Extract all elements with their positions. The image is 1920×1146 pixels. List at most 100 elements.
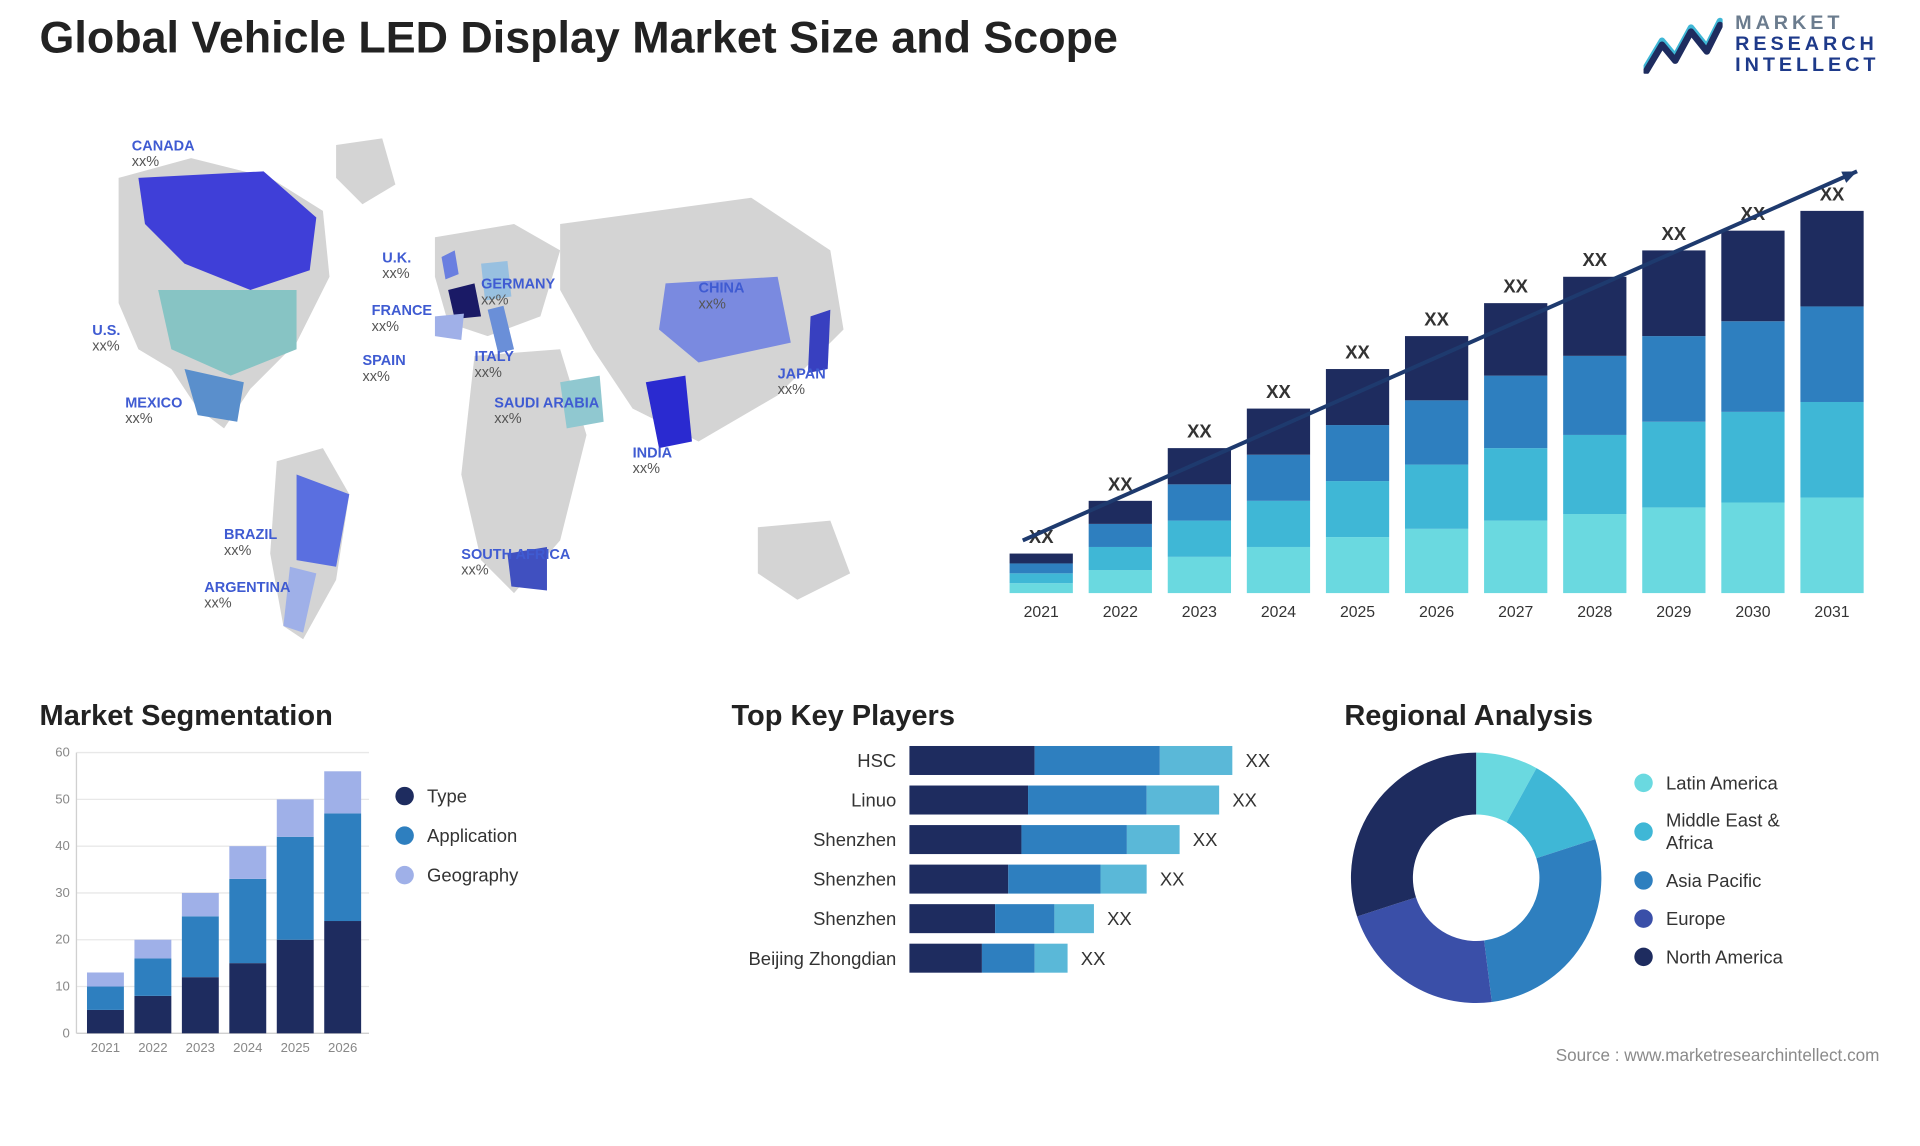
svg-text:XX: XX (1582, 249, 1607, 270)
svg-text:2029: 2029 (1656, 604, 1691, 621)
player-name: Shenzhen (731, 908, 909, 929)
svg-text:2028: 2028 (1577, 604, 1612, 621)
legend-swatch-icon (1634, 910, 1652, 928)
svg-text:2026: 2026 (1419, 604, 1454, 621)
top-players-title: Top Key Players (731, 699, 1298, 733)
player-bar-segment (1127, 825, 1180, 854)
player-bar (909, 786, 1219, 815)
player-row: Shenzhen XX (731, 825, 1298, 854)
page-title: Global Vehicle LED Display Market Size a… (40, 13, 1118, 64)
map-label-canada: CANADAxx% (132, 138, 195, 170)
svg-text:2030: 2030 (1735, 604, 1770, 621)
players-list: HSCXXLinuoXXShenzhenXXShenzhenXXShenzhen… (731, 746, 1298, 973)
player-bar-segment (1028, 786, 1147, 815)
player-row: HSCXX (731, 746, 1298, 775)
source-text: Source : www.marketresearchintellect.com (1556, 1045, 1880, 1065)
segmentation-title: Market Segmentation (40, 699, 673, 733)
player-value: XX (1232, 789, 1257, 810)
svg-text:40: 40 (55, 838, 70, 853)
map-label-germany: GERMANYxx% (481, 277, 555, 309)
segmentation-legend: TypeApplicationGeography (395, 786, 518, 905)
player-bar (909, 825, 1179, 854)
svg-text:XX: XX (1345, 341, 1370, 362)
logo-line-1: MARKET (1735, 13, 1879, 34)
logo-line-2: RESEARCH (1735, 34, 1879, 55)
svg-text:2024: 2024 (1261, 604, 1296, 621)
map-label-mexico: MEXICOxx% (125, 395, 182, 427)
legend-label: Latin America (1666, 772, 1778, 794)
svg-text:XX: XX (1662, 223, 1687, 244)
map-label-china: CHINAxx% (699, 281, 745, 313)
player-bar-segment (1021, 825, 1126, 854)
legend-swatch-icon (395, 866, 413, 884)
logo-mark-icon (1643, 15, 1722, 74)
map-label-india: INDIAxx% (633, 445, 672, 477)
legend-label: North America (1666, 946, 1783, 968)
svg-text:2023: 2023 (186, 1040, 215, 1055)
player-bar (909, 904, 1094, 933)
svg-text:XX: XX (1503, 276, 1528, 297)
legend-label: Type (427, 786, 467, 807)
svg-text:2021: 2021 (91, 1040, 120, 1055)
player-bar-segment (909, 746, 1034, 775)
regional-legend-europe: Europe (1634, 908, 1819, 930)
growth-chart-svg: XX2021XX2022XX2023XX2024XX2025XX2026XX20… (983, 132, 1879, 633)
player-bar-segment (1147, 786, 1219, 815)
player-value: XX (1081, 948, 1106, 969)
regional-legend: Latin America Middle East & Africa Asia Pa… (1634, 772, 1819, 984)
svg-text:60: 60 (55, 746, 70, 760)
player-bar (909, 865, 1146, 894)
svg-text:XX: XX (1266, 381, 1291, 402)
player-value: XX (1160, 869, 1185, 890)
map-label-south-africa: SOUTH AFRICAxx% (461, 547, 570, 579)
player-bar (909, 944, 1067, 973)
svg-text:2021: 2021 (1024, 604, 1059, 621)
svg-text:10: 10 (55, 978, 70, 993)
legend-swatch-icon (1634, 872, 1652, 890)
svg-text:XX: XX (1424, 309, 1449, 330)
map-label-u-s-: U.S.xx% (92, 323, 120, 355)
map-label-argentina: ARGENTINAxx% (204, 580, 290, 612)
svg-text:2031: 2031 (1814, 604, 1849, 621)
logo-text: MARKET RESEARCH INTELLECT (1735, 13, 1879, 75)
svg-text:20: 20 (55, 932, 70, 947)
player-bar-segment (1008, 865, 1100, 894)
svg-text:2025: 2025 (1340, 604, 1375, 621)
player-name: Linuo (731, 789, 909, 810)
svg-text:2024: 2024 (233, 1040, 262, 1055)
brand-logo: MARKET RESEARCH INTELLECT (1643, 13, 1880, 75)
player-bar-segment (1160, 746, 1232, 775)
player-row: ShenzhenXX (731, 865, 1298, 894)
player-bar-segment (1101, 865, 1147, 894)
map-label-japan: JAPANxx% (778, 366, 826, 398)
regional-title: Regional Analysis (1344, 699, 1871, 733)
player-bar-segment (909, 825, 1021, 854)
legend-swatch-icon (395, 826, 413, 844)
player-name: Shenzhen (731, 829, 909, 850)
svg-text:30: 30 (55, 885, 70, 900)
svg-text:2022: 2022 (1103, 604, 1138, 621)
map-label-france: FRANCExx% (372, 303, 432, 335)
legend-label: Middle East & Africa (1666, 810, 1819, 854)
player-row: ShenzhenXX (731, 904, 1298, 933)
legend-label: Asia Pacific (1666, 870, 1761, 892)
segmentation-section: Market Segmentation 01020304050602021202… (40, 699, 673, 1063)
map-label-spain: SPAINxx% (362, 353, 405, 385)
player-value: XX (1193, 829, 1218, 850)
player-bar-segment (1035, 944, 1068, 973)
regional-legend-north-america: North America (1634, 946, 1819, 968)
svg-text:2023: 2023 (1182, 604, 1217, 621)
player-name: HSC (731, 750, 909, 771)
logo-line-3: INTELLECT (1735, 55, 1879, 76)
player-bar-segment (1035, 746, 1160, 775)
regional-section: Regional Analysis Latin America Middle Ea… (1344, 699, 1871, 1010)
world-map-svg (40, 105, 884, 672)
map-label-saudi-arabia: SAUDI ARABIAxx% (494, 395, 599, 427)
legend-label: Application (427, 825, 517, 846)
seg-legend-type: Type (395, 786, 518, 807)
growth-chart: XX2021XX2022XX2023XX2024XX2025XX2026XX20… (983, 132, 1879, 633)
player-bar (909, 746, 1232, 775)
svg-text:50: 50 (55, 791, 70, 806)
svg-text:2026: 2026 (328, 1040, 357, 1055)
regional-donut-svg (1344, 746, 1608, 1010)
